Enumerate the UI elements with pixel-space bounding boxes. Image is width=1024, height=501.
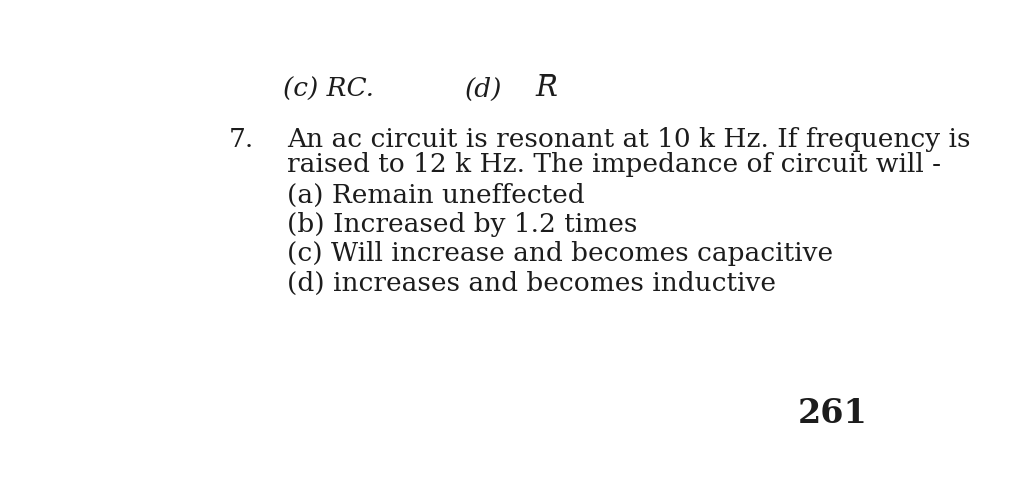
Text: R: R — [536, 74, 557, 102]
Text: (c) Will increase and becomes capacitive: (c) Will increase and becomes capacitive — [287, 240, 833, 266]
Text: (d) increases and becomes inductive: (d) increases and becomes inductive — [287, 270, 776, 295]
Text: (c) RC.: (c) RC. — [283, 77, 374, 102]
Text: 7.: 7. — [228, 127, 254, 152]
Text: (a) Remain uneffected: (a) Remain uneffected — [287, 182, 585, 207]
Text: An ac circuit is resonant at 10 k Hz. If frequency is: An ac circuit is resonant at 10 k Hz. If… — [287, 127, 971, 152]
Text: (b) Increased by 1.2 times: (b) Increased by 1.2 times — [287, 211, 637, 236]
Text: (d): (d) — [465, 77, 503, 102]
Text: raised to 12 k Hz. The impedance of circuit will -: raised to 12 k Hz. The impedance of circ… — [287, 152, 941, 176]
Text: 261: 261 — [799, 396, 868, 429]
